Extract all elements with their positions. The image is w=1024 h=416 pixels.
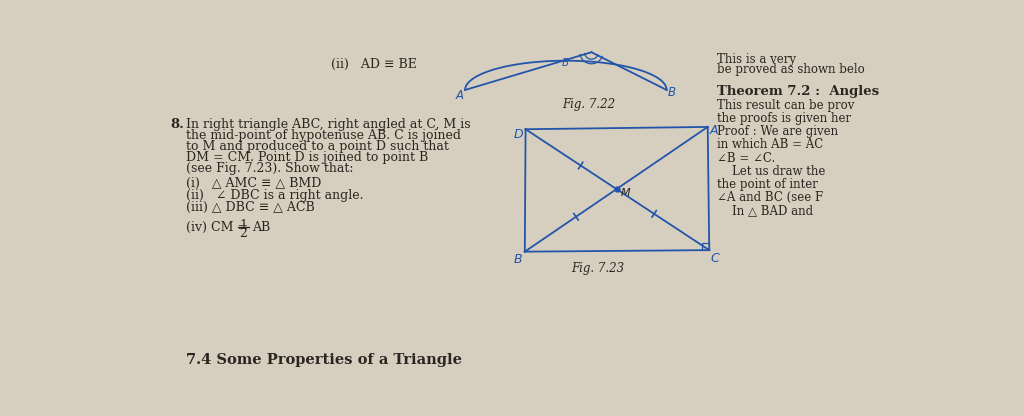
Text: (iii) △ DBC ≡ △ ACB: (iii) △ DBC ≡ △ ACB	[186, 201, 314, 213]
Text: B: B	[514, 253, 522, 266]
Text: to M and produced to a point D such that: to M and produced to a point D such that	[186, 140, 449, 153]
Text: ∠A and BC (see F: ∠A and BC (see F	[717, 191, 823, 204]
Text: D: D	[514, 128, 523, 141]
Text: 8.: 8.	[171, 118, 184, 131]
Text: Fig. 7.22: Fig. 7.22	[562, 99, 615, 111]
Text: In right triangle ABC, right angled at C, M is: In right triangle ABC, right angled at C…	[186, 118, 471, 131]
Text: (i)   △ AMC ≡ △ BMD: (i) △ AMC ≡ △ BMD	[186, 177, 322, 191]
Text: This is a very: This is a very	[717, 53, 796, 66]
Text: Proof : We are given: Proof : We are given	[717, 125, 838, 139]
Text: AB: AB	[252, 221, 270, 234]
Text: 1: 1	[240, 219, 248, 232]
Text: the proofs is given her: the proofs is given her	[717, 112, 851, 125]
Text: (iv) CM =: (iv) CM =	[186, 221, 252, 234]
Text: DM = CM. Point D is joined to point B: DM = CM. Point D is joined to point B	[186, 151, 428, 164]
Text: 7.4 Some Properties of a Triangle: 7.4 Some Properties of a Triangle	[186, 352, 462, 366]
Text: M: M	[621, 188, 631, 198]
Text: (ii)   ∠ DBC is a right angle.: (ii) ∠ DBC is a right angle.	[186, 189, 364, 202]
Text: Fig. 7.23: Fig. 7.23	[571, 262, 625, 275]
Text: (ii)   AD ≡ BE: (ii) AD ≡ BE	[331, 58, 417, 71]
Text: A: A	[710, 124, 718, 137]
Text: the point of inter: the point of inter	[717, 178, 818, 191]
Text: Let us draw the: Let us draw the	[717, 165, 825, 178]
Text: A: A	[456, 89, 464, 102]
Text: C: C	[711, 252, 720, 265]
Text: the mid-point of hypotenuse AB. C is joined: the mid-point of hypotenuse AB. C is joi…	[186, 129, 461, 142]
Text: In △ BAD and: In △ BAD and	[717, 204, 813, 217]
Text: B: B	[562, 58, 569, 68]
Text: (see Fig. 7.23). Show that:: (see Fig. 7.23). Show that:	[186, 162, 353, 175]
Text: be proved as shown belo: be proved as shown belo	[717, 63, 864, 76]
Text: in which AB = AC: in which AB = AC	[717, 139, 823, 151]
Text: Theorem 7.2 :  Angles: Theorem 7.2 : Angles	[717, 85, 880, 98]
Text: B: B	[669, 86, 676, 99]
Text: 2: 2	[240, 228, 248, 240]
Text: This result can be prov: This result can be prov	[717, 99, 854, 112]
Text: ∠B = ∠C.: ∠B = ∠C.	[717, 151, 775, 165]
